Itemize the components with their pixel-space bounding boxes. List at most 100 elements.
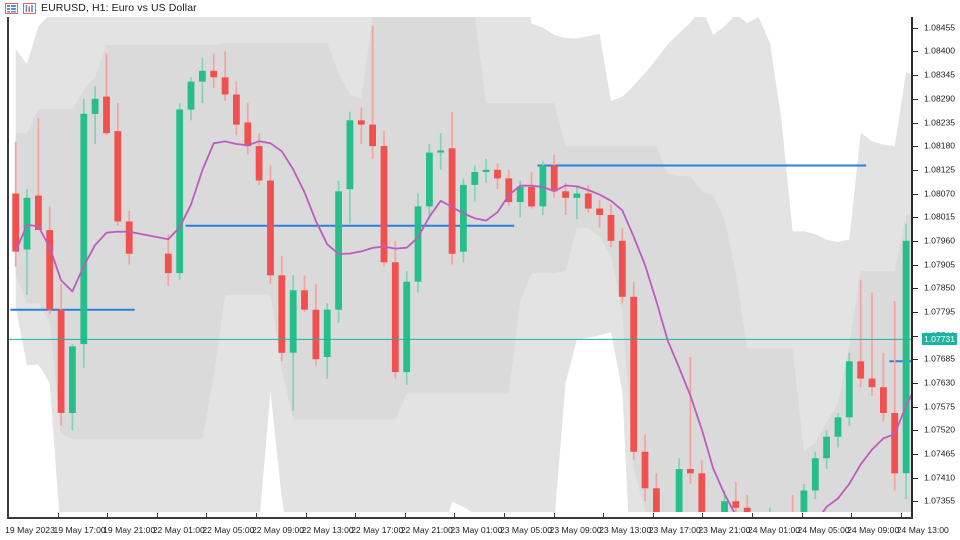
candle-body <box>584 193 592 209</box>
current-price-badge[interactable]: 1.07731 <box>922 333 958 346</box>
time-axis-label: 24 May 13:00 <box>896 525 949 535</box>
time-axis-label: 19 May 17:00 <box>53 525 106 535</box>
price-tick <box>913 430 918 432</box>
candle-body <box>125 221 133 254</box>
candle-bodies[interactable] <box>12 70 912 512</box>
candle-body <box>91 98 99 114</box>
candle-body <box>244 122 252 147</box>
candle-body <box>12 193 20 252</box>
time-axis-label: 22 May 05:00 <box>202 525 255 535</box>
price-tick <box>913 264 918 266</box>
time-axis-label: 24 May 01:00 <box>747 525 801 535</box>
time-tick <box>57 513 59 519</box>
time-tick <box>256 513 257 519</box>
candle-body <box>868 378 876 388</box>
price-tick <box>913 146 918 148</box>
candle-body <box>732 501 740 508</box>
time-tick <box>900 513 902 519</box>
candle-body <box>69 346 76 413</box>
candle-body <box>800 490 808 512</box>
price-axis-label: 1.07575 <box>924 401 956 411</box>
candle-body <box>278 275 286 353</box>
time-tick <box>454 513 456 519</box>
time-axis-label: 24 May 05:00 <box>797 525 850 535</box>
price-tick <box>913 122 918 124</box>
time-axis-label: 19 May 21:00 <box>103 525 156 535</box>
chart-plot-area[interactable] <box>9 17 912 512</box>
price-axis-label: 1.07905 <box>924 259 956 269</box>
chart-titlebar: EURUSD, H1: Euro vs US Dollar <box>0 0 960 17</box>
candle-body <box>653 488 660 512</box>
candle-body <box>550 165 558 192</box>
candle-body <box>448 148 456 254</box>
candle-body <box>687 469 694 474</box>
candle-body <box>562 191 569 198</box>
price-axis-label: 1.08235 <box>924 117 956 127</box>
candle-body <box>369 124 376 147</box>
candle-body <box>80 113 88 345</box>
chart-canvas[interactable] <box>9 17 912 512</box>
price-axis-label: 1.07850 <box>924 282 956 293</box>
candle-body <box>114 131 122 222</box>
candle-body <box>414 206 422 282</box>
price-axis[interactable]: 1.08455 1.08400 1.08345 1.08290 1.08235 1.081… <box>913 0 960 540</box>
candle-body <box>505 178 513 203</box>
candle-body <box>380 146 388 263</box>
price-tick <box>913 453 918 455</box>
candle-body <box>57 309 65 413</box>
price-tick <box>913 335 918 337</box>
candle-body <box>437 150 445 153</box>
grid-view-icon[interactable] <box>5 3 18 14</box>
candle-body <box>267 180 274 276</box>
price-axis-label: 1.08455 <box>924 22 956 33</box>
candle-body <box>891 413 899 474</box>
time-tick <box>553 513 555 519</box>
price-tick <box>913 288 918 290</box>
candle-body <box>823 436 830 459</box>
time-tick <box>8 513 9 519</box>
time-axis-label: 19 May 2023 <box>5 525 55 535</box>
time-tick <box>752 513 753 519</box>
candle-body <box>335 191 342 310</box>
horizontal-level-lines[interactable] <box>10 164 912 363</box>
time-axis-label: 22 May 21:00 <box>400 525 453 535</box>
candle-body <box>164 253 172 274</box>
price-axis-label: 1.08125 <box>924 164 956 175</box>
time-axis[interactable]: 19 May 2023 19 May 17:00 19 May 21:00 22 Ma… <box>0 513 960 540</box>
price-tick <box>913 98 918 100</box>
price-tick <box>913 169 918 171</box>
price-tick <box>913 382 918 384</box>
time-tick <box>851 513 853 519</box>
price-axis-label: 1.08180 <box>924 140 956 151</box>
candle-body <box>539 165 547 207</box>
moving-average-line <box>14 140 912 512</box>
candle-body <box>301 290 308 310</box>
candle-body <box>391 262 399 373</box>
candlestick-chart-icon[interactable] <box>23 3 36 14</box>
price-tick <box>913 477 918 479</box>
price-axis-label: 1.07960 <box>924 235 956 246</box>
time-tick <box>801 513 803 519</box>
axis-left-border <box>7 6 9 519</box>
time-axis-label: 22 May 17:00 <box>351 525 404 535</box>
axis-right-border <box>911 6 913 519</box>
price-axis-label: 1.07465 <box>924 448 956 459</box>
price-axis-label: 1.08015 <box>924 211 956 222</box>
candle-body <box>641 451 649 489</box>
candle-body <box>35 195 42 230</box>
price-axis-label: 1.08070 <box>924 188 956 198</box>
candle-body <box>403 281 411 373</box>
time-tick <box>504 513 505 519</box>
candle-body <box>743 507 751 512</box>
price-tick <box>913 501 918 503</box>
candle-body <box>255 146 263 181</box>
price-tick <box>913 75 918 77</box>
time-axis-label: 22 May 13:00 <box>301 525 354 535</box>
time-tick <box>156 513 158 519</box>
price-tick <box>913 27 918 29</box>
price-axis-label: 1.07685 <box>924 353 956 364</box>
candle-body <box>721 501 728 512</box>
candle-body <box>46 230 54 310</box>
candle-body <box>698 473 706 512</box>
